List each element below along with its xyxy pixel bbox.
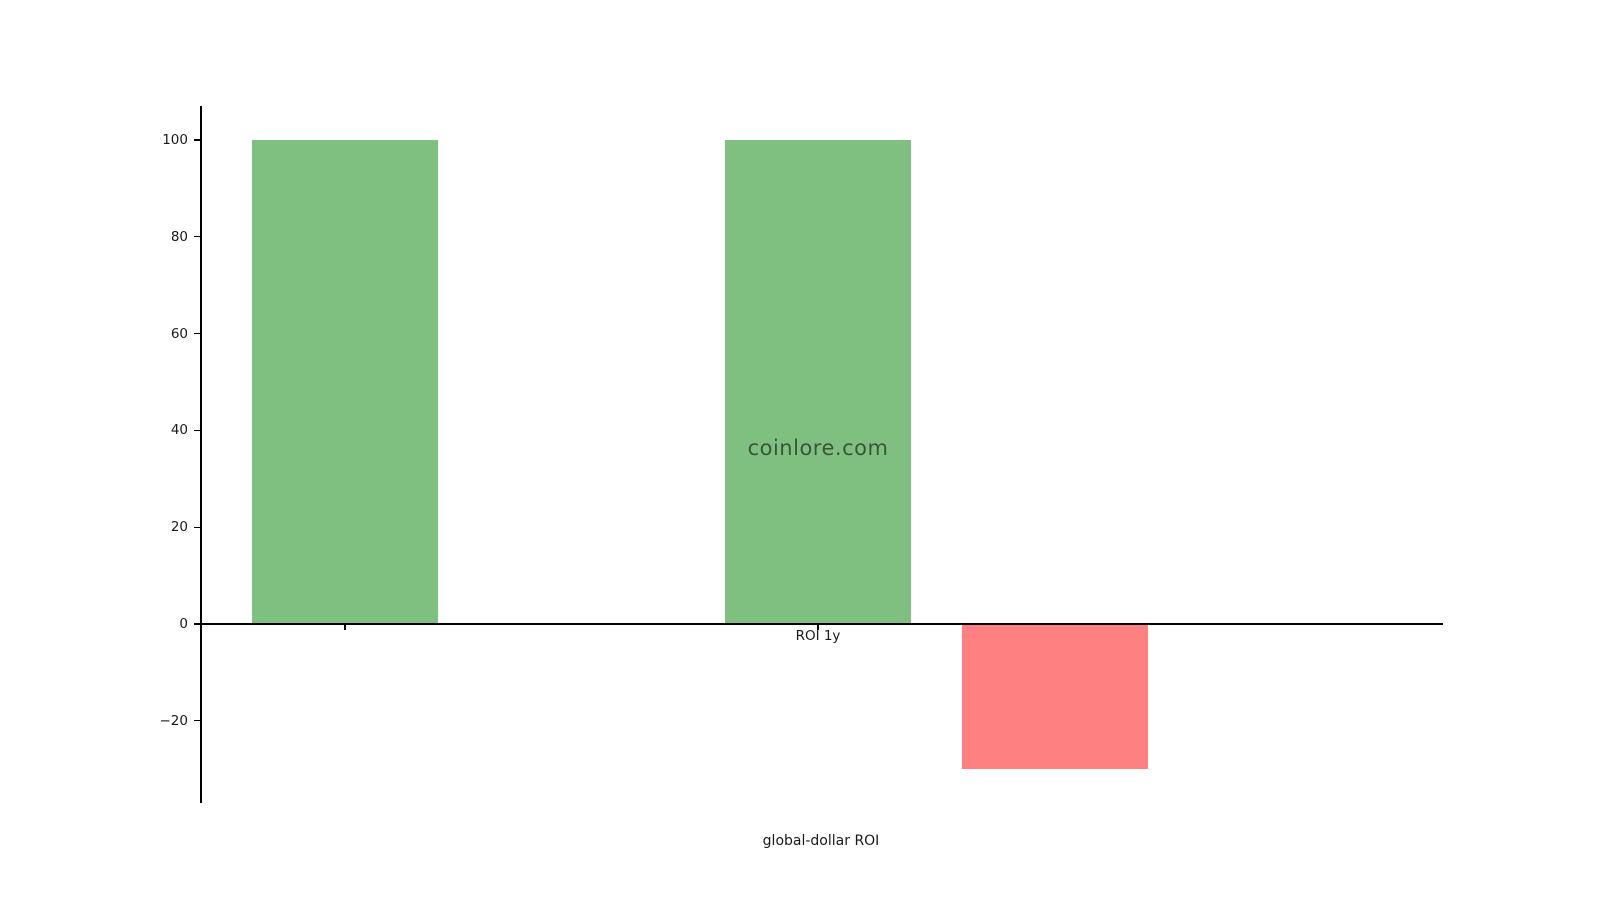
x-tick-slot2 — [817, 624, 819, 630]
y-tick-80 — [194, 236, 200, 238]
y-tick-20 — [194, 526, 200, 528]
x-axis-line — [200, 623, 1443, 625]
y-tick-100 — [194, 139, 200, 141]
y-tick-label-40: 40 — [170, 422, 188, 439]
y-tick-40 — [194, 429, 200, 432]
y-tick--20 — [194, 720, 200, 722]
bar-slot0 — [252, 140, 438, 624]
x-axis-title: global-dollar ROI — [762, 833, 880, 849]
watermark-text: coinlore.com — [747, 436, 889, 460]
y-tick-label-80: 80 — [170, 228, 188, 245]
y-tick-label-60: 60 — [170, 325, 188, 342]
x-tick-slot0 — [344, 624, 346, 630]
y-tick-0 — [194, 623, 200, 625]
y-tick-label-20: 20 — [170, 519, 188, 536]
y-axis-line — [200, 106, 202, 804]
y-tick-label-0: 0 — [179, 616, 188, 632]
y-tick-label--20: −20 — [159, 712, 189, 729]
y-tick-label-100: 100 — [162, 132, 188, 148]
bar-slot3 — [961, 624, 1148, 770]
bar-ROI 1y — [725, 140, 911, 624]
y-tick-60 — [194, 332, 200, 335]
x-tick-label-slot2: ROI 1y — [795, 628, 841, 644]
